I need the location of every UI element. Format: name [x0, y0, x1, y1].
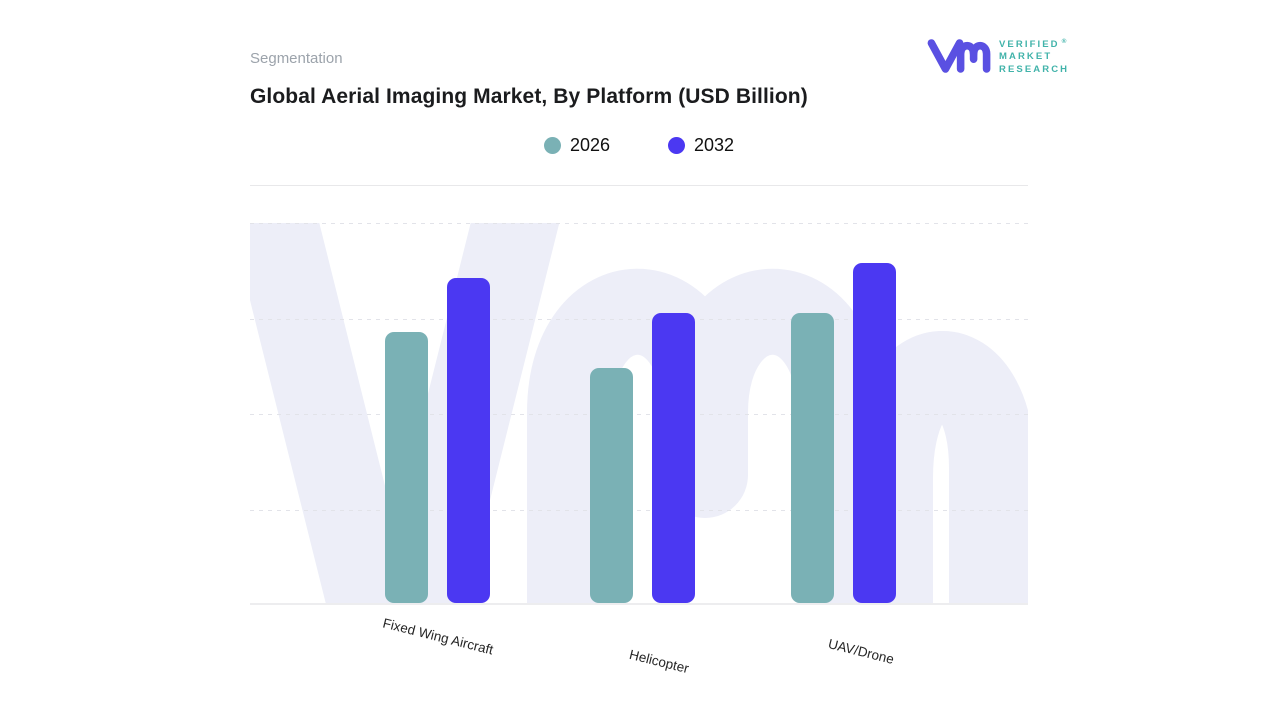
bar-2026-uav-drone: [791, 313, 834, 603]
logo-line-market: MARKET: [999, 51, 1053, 63]
chart-title: Global Aerial Imaging Market, By Platfor…: [250, 85, 808, 108]
gridline: [250, 414, 1028, 415]
header-divider: [250, 185, 1028, 186]
chart-legend: 2026 2032: [250, 135, 1028, 156]
vmr-logo-text: VERIFIED ® MARKET RESEARCH: [999, 36, 1069, 77]
legend-label: 2032: [694, 135, 735, 155]
legend-item-2032: 2032: [668, 135, 734, 156]
x-axis-label-uav-drone: UAV/Drone: [826, 636, 896, 667]
x-axis-baseline: [250, 603, 1028, 605]
logo-line-verified: VERIFIED ®: [999, 37, 1067, 50]
logo-line-research: RESEARCH: [999, 63, 1070, 75]
registered-mark: ®: [1061, 37, 1067, 45]
bar-group-uav-drone: [791, 263, 896, 603]
legend-dot-icon: [668, 137, 685, 154]
legend-dot-icon: [543, 137, 561, 154]
vmr-logo: VERIFIED ® MARKET RESEARCH: [926, 34, 1069, 78]
bar-2026-helicopter: [590, 368, 633, 603]
bar-2032-helicopter: [652, 313, 695, 603]
vmr-logo-mark-icon: [927, 39, 991, 73]
section-label: Segmentation: [250, 50, 343, 67]
x-axis-label-helicopter: Helicopter: [627, 646, 691, 677]
bar-2032-uav-drone: [853, 263, 896, 603]
gridline: [250, 318, 1028, 320]
x-axis-label-fixed-wing-aircraft: Fixed Wing Aircraft: [381, 615, 495, 658]
bar-2032-fixed-wing-aircraft: [447, 278, 490, 603]
gridline: [250, 509, 1028, 511]
bar-group-helicopter: [590, 313, 695, 603]
bar-2026-fixed-wing-aircraft: [385, 332, 428, 603]
legend-label: 2026: [569, 135, 610, 155]
bar-group-fixed-wing-aircraft: [385, 278, 490, 603]
gridline: [250, 223, 1028, 224]
legend-item-2026: 2026: [543, 135, 610, 156]
plot-area: [250, 223, 1028, 605]
